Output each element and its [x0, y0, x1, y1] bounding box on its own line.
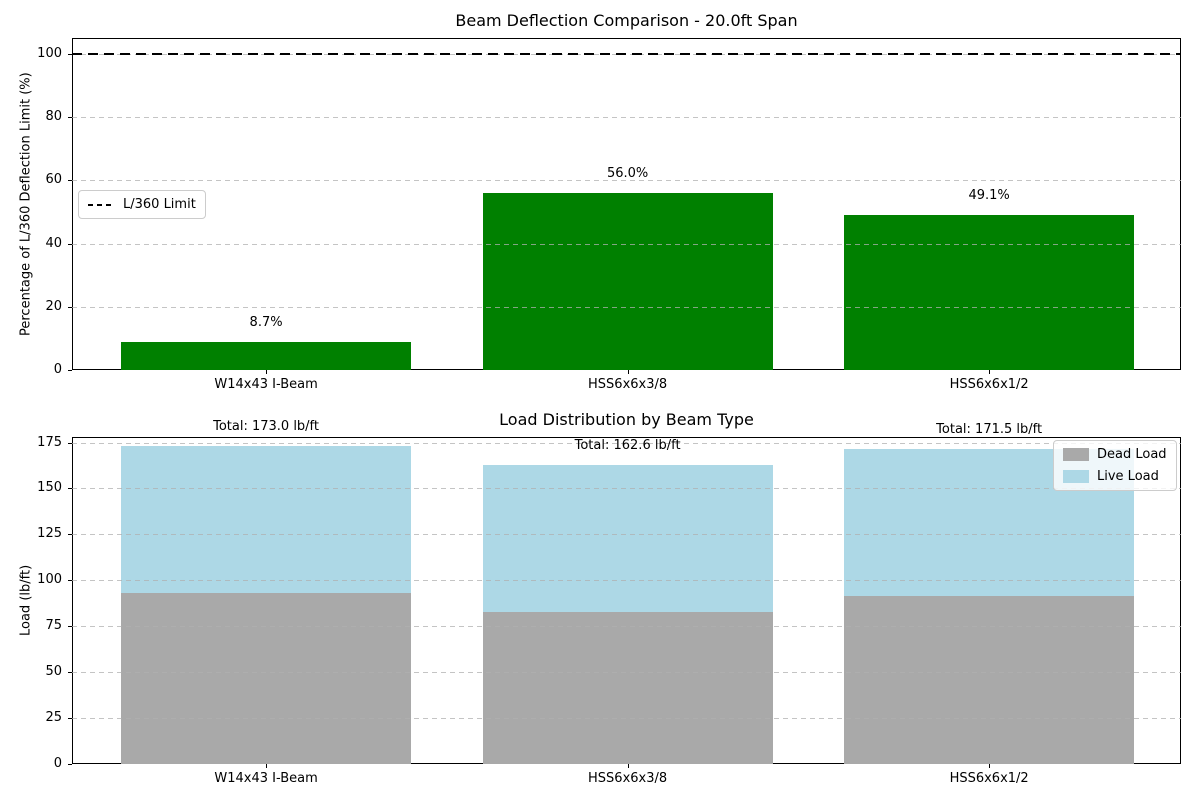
x-tick-label: HSS6x6x3/8 — [588, 771, 668, 786]
x-tick-mark — [266, 764, 268, 768]
load-plot-area — [72, 437, 1181, 764]
bar-segment-live-load — [482, 465, 773, 613]
deflection-plot-area — [72, 38, 1181, 370]
y-tick-label: 20 — [45, 298, 62, 314]
y-gridline — [72, 243, 1181, 245]
y-tick-mark — [68, 243, 72, 245]
y-tick-mark — [68, 534, 72, 536]
y-tick-mark — [68, 626, 72, 628]
x-tick-mark — [989, 370, 991, 374]
deflection-bar — [844, 214, 1135, 370]
y-gridline — [72, 672, 1181, 674]
deflection-y-axis-label: Percentage of L/360 Deflection Limit (%) — [18, 72, 34, 336]
total-label: Total: 173.0 lb/ft — [213, 419, 320, 435]
y-tick-label: 25 — [45, 710, 62, 726]
legend: L/360 Limit — [78, 190, 206, 219]
bar-segment-live-load — [121, 446, 412, 594]
y-tick-label: 0 — [53, 756, 62, 771]
y-tick-mark — [68, 442, 72, 444]
y-tick-mark — [68, 370, 72, 371]
x-tick-label: HSS6x6x1/2 — [949, 771, 1029, 786]
bar-segment-dead-load — [482, 612, 773, 764]
legend-label: Dead Load — [1097, 447, 1167, 462]
deflection-bar — [121, 342, 412, 370]
y-gridline — [72, 626, 1181, 628]
y-tick-mark — [68, 672, 72, 674]
bar-segment-dead-load — [844, 595, 1135, 764]
bar-value-label: 8.7% — [249, 315, 283, 331]
deflection-bar — [482, 192, 773, 370]
y-tick-label: 175 — [37, 434, 62, 450]
legend-label: Live Load — [1097, 469, 1159, 484]
legend-entry: Dead Load — [1063, 446, 1167, 463]
y-tick-label: 50 — [45, 664, 62, 680]
x-tick-mark — [989, 764, 991, 768]
y-gridline — [72, 442, 1181, 444]
y-tick-label: 75 — [45, 618, 62, 634]
y-gridline — [72, 580, 1181, 582]
y-tick-label: 150 — [37, 480, 62, 496]
bar-segment-dead-load — [121, 593, 412, 764]
x-tick-mark — [627, 764, 629, 768]
y-tick-mark — [68, 306, 72, 308]
y-tick-label: 125 — [37, 526, 62, 542]
color-swatch-icon — [1063, 448, 1089, 461]
bar-value-label: 49.1% — [968, 187, 1010, 203]
x-tick-label: HSS6x6x3/8 — [588, 377, 668, 392]
legend: Dead Load Live Load — [1053, 440, 1177, 491]
dashed-line-swatch-icon — [88, 203, 115, 206]
y-gridline — [72, 488, 1181, 490]
y-tick-label: 0 — [53, 362, 62, 377]
legend-entry: Live Load — [1063, 468, 1167, 485]
y-tick-label: 60 — [45, 172, 62, 188]
bar-segment-live-load — [844, 448, 1135, 596]
deflection-chart-title: Beam Deflection Comparison - 20.0ft Span — [455, 11, 798, 30]
total-label: Total: 171.5 lb/ft — [936, 421, 1043, 437]
y-gridline — [72, 53, 1181, 55]
y-tick-mark — [68, 580, 72, 582]
y-tick-label: 40 — [45, 235, 62, 251]
y-gridline — [72, 534, 1181, 536]
x-tick-label: HSS6x6x1/2 — [949, 377, 1029, 392]
reference-line — [72, 52, 1181, 55]
x-tick-mark — [627, 370, 629, 374]
y-gridline — [72, 180, 1181, 182]
y-gridline — [72, 117, 1181, 119]
y-tick-mark — [68, 488, 72, 490]
y-gridline — [72, 718, 1181, 720]
x-tick-label: W14x43 I-Beam — [214, 771, 318, 786]
y-tick-mark — [68, 718, 72, 720]
y-tick-mark — [68, 180, 72, 182]
total-label: Total: 162.6 lb/ft — [574, 438, 681, 454]
y-tick-mark — [68, 53, 72, 55]
load-y-axis-label: Load (lb/ft) — [18, 564, 34, 637]
bar-value-label: 56.0% — [606, 165, 649, 181]
y-tick-mark — [68, 117, 72, 119]
legend-entry: L/360 Limit — [88, 196, 196, 213]
x-tick-mark — [266, 370, 268, 374]
legend-label: L/360 Limit — [123, 197, 196, 212]
load-chart-title: Load Distribution by Beam Type — [499, 410, 754, 429]
y-tick-label: 80 — [45, 109, 62, 125]
y-gridline — [72, 306, 1181, 308]
x-tick-label: W14x43 I-Beam — [214, 377, 318, 392]
color-swatch-icon — [1063, 470, 1089, 483]
y-tick-label: 100 — [37, 572, 62, 588]
y-tick-mark — [68, 764, 72, 765]
y-tick-label: 100 — [37, 45, 62, 61]
